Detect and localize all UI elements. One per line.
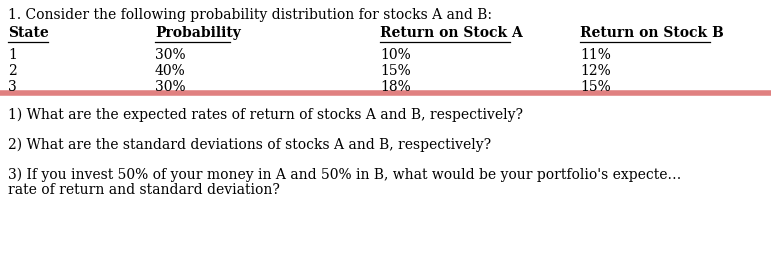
Text: 18%: 18% xyxy=(380,80,411,94)
Text: Return on Stock B: Return on Stock B xyxy=(580,26,724,40)
Text: 2) What are the standard deviations of stocks A and B, respectively?: 2) What are the standard deviations of s… xyxy=(8,138,491,152)
Text: 1) What are the expected rates of return of stocks A and B, respectively?: 1) What are the expected rates of return… xyxy=(8,108,523,122)
Text: Probability: Probability xyxy=(155,26,241,40)
Text: Return on Stock A: Return on Stock A xyxy=(380,26,523,40)
Text: 2: 2 xyxy=(8,64,17,78)
Text: 1. Consider the following probability distribution for stocks A and B:: 1. Consider the following probability di… xyxy=(8,8,492,22)
Text: 15%: 15% xyxy=(580,80,611,94)
Text: 15%: 15% xyxy=(380,64,411,78)
Text: 11%: 11% xyxy=(580,48,611,62)
Text: 1: 1 xyxy=(8,48,17,62)
Text: 30%: 30% xyxy=(155,80,186,94)
Text: 40%: 40% xyxy=(155,64,186,78)
Text: 10%: 10% xyxy=(380,48,411,62)
Text: 3) If you invest 50% of your money in A and 50% in B, what would be your portfol: 3) If you invest 50% of your money in A … xyxy=(8,168,682,182)
Text: 30%: 30% xyxy=(155,48,186,62)
Text: 3: 3 xyxy=(8,80,17,94)
Text: State: State xyxy=(8,26,49,40)
Text: 12%: 12% xyxy=(580,64,611,78)
Text: rate of return and standard deviation?: rate of return and standard deviation? xyxy=(8,183,280,197)
